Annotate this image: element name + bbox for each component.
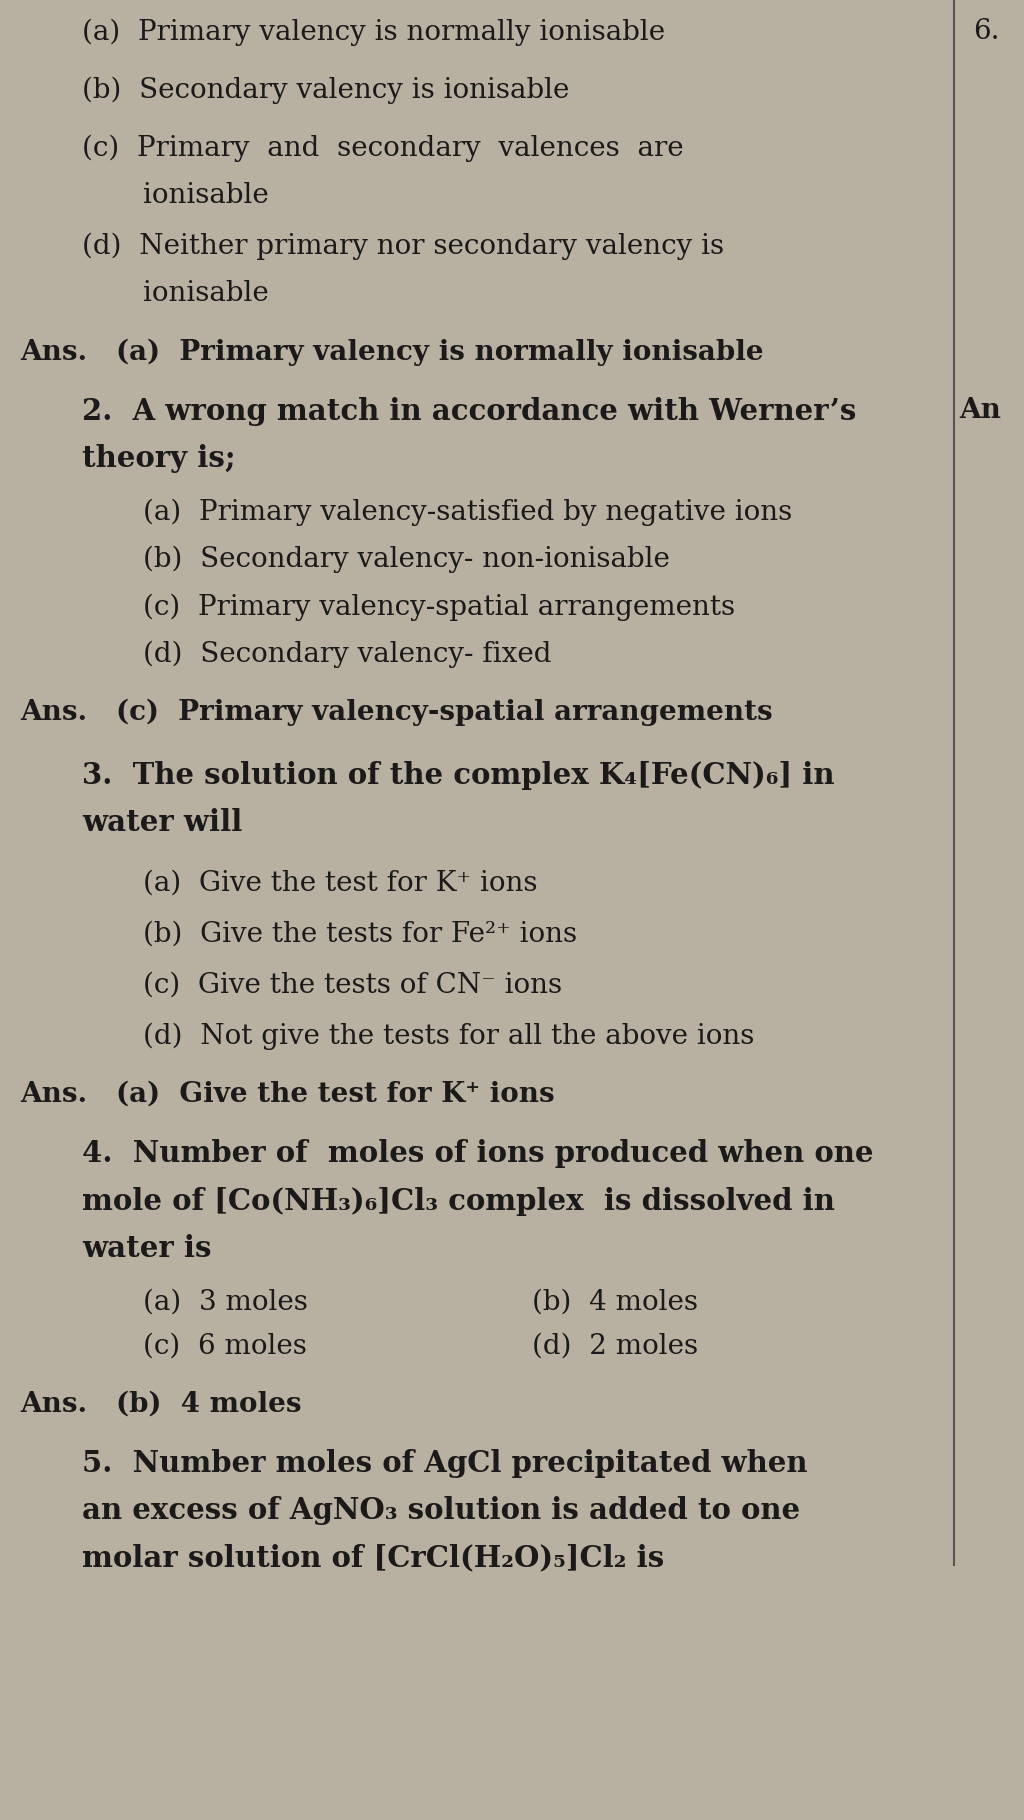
Text: (c)  Give the tests of CN⁻ ions: (c) Give the tests of CN⁻ ions [143, 972, 562, 999]
Text: ionisable: ionisable [143, 280, 269, 308]
Text: (d)  2 moles: (d) 2 moles [532, 1332, 698, 1360]
Text: water is: water is [82, 1234, 211, 1263]
Text: (b)  Secondary valency is ionisable: (b) Secondary valency is ionisable [82, 76, 569, 104]
Text: (b)  4 moles: (b) 4 moles [532, 1289, 698, 1316]
Text: (d)  Not give the tests for all the above ions: (d) Not give the tests for all the above… [143, 1023, 755, 1050]
Text: 6.: 6. [973, 18, 999, 46]
Text: Ans.   (a)  Primary valency is normally ionisable: Ans. (a) Primary valency is normally ion… [20, 339, 764, 366]
Text: 2.  A wrong match in accordance with Werner’s: 2. A wrong match in accordance with Wern… [82, 397, 856, 426]
Text: (c)  Primary valency-spatial arrangements: (c) Primary valency-spatial arrangements [143, 593, 735, 621]
Text: (a)  Give the test for K⁺ ions: (a) Give the test for K⁺ ions [143, 870, 538, 897]
Text: (b)  Give the tests for Fe²⁺ ions: (b) Give the tests for Fe²⁺ ions [143, 921, 578, 948]
Text: 5.  Number moles of AgCl precipitated when: 5. Number moles of AgCl precipitated whe… [82, 1449, 807, 1478]
Text: Ans.   (a)  Give the test for K⁺ ions: Ans. (a) Give the test for K⁺ ions [20, 1081, 555, 1108]
Text: (d)  Secondary valency- fixed: (d) Secondary valency- fixed [143, 641, 552, 668]
Text: (c)  6 moles: (c) 6 moles [143, 1332, 307, 1360]
Text: mole of [Co(NH₃)₆]Cl₃ complex  is dissolved in: mole of [Co(NH₃)₆]Cl₃ complex is dissolv… [82, 1187, 835, 1216]
Text: (a)  Primary valency-satisfied by negative ions: (a) Primary valency-satisfied by negativ… [143, 499, 793, 526]
Text: theory is;: theory is; [82, 444, 236, 473]
Text: water will: water will [82, 808, 243, 837]
Text: Ans.   (c)  Primary valency-spatial arrangements: Ans. (c) Primary valency-spatial arrange… [20, 699, 773, 726]
Text: An: An [959, 397, 1001, 424]
Text: Ans.   (b)  4 moles: Ans. (b) 4 moles [20, 1390, 302, 1418]
Text: (c)  Primary  and  secondary  valences  are: (c) Primary and secondary valences are [82, 135, 684, 162]
Text: molar solution of [CrCl(H₂O)₅]Cl₂ is: molar solution of [CrCl(H₂O)₅]Cl₂ is [82, 1543, 665, 1572]
Text: (a)  Primary valency is normally ionisable: (a) Primary valency is normally ionisabl… [82, 18, 665, 46]
Text: (d)  Neither primary nor secondary valency is: (d) Neither primary nor secondary valenc… [82, 233, 724, 260]
Text: ionisable: ionisable [143, 182, 269, 209]
Text: (a)  3 moles: (a) 3 moles [143, 1289, 308, 1316]
Text: an excess of AgNO₃ solution is added to one: an excess of AgNO₃ solution is added to … [82, 1496, 800, 1525]
Text: 4.  Number of  moles of ions produced when one: 4. Number of moles of ions produced when… [82, 1139, 873, 1168]
Text: 3.  The solution of the complex K₄[Fe(CN)₆] in: 3. The solution of the complex K₄[Fe(CN)… [82, 761, 835, 790]
Text: (b)  Secondary valency- non-ionisable: (b) Secondary valency- non-ionisable [143, 546, 671, 573]
